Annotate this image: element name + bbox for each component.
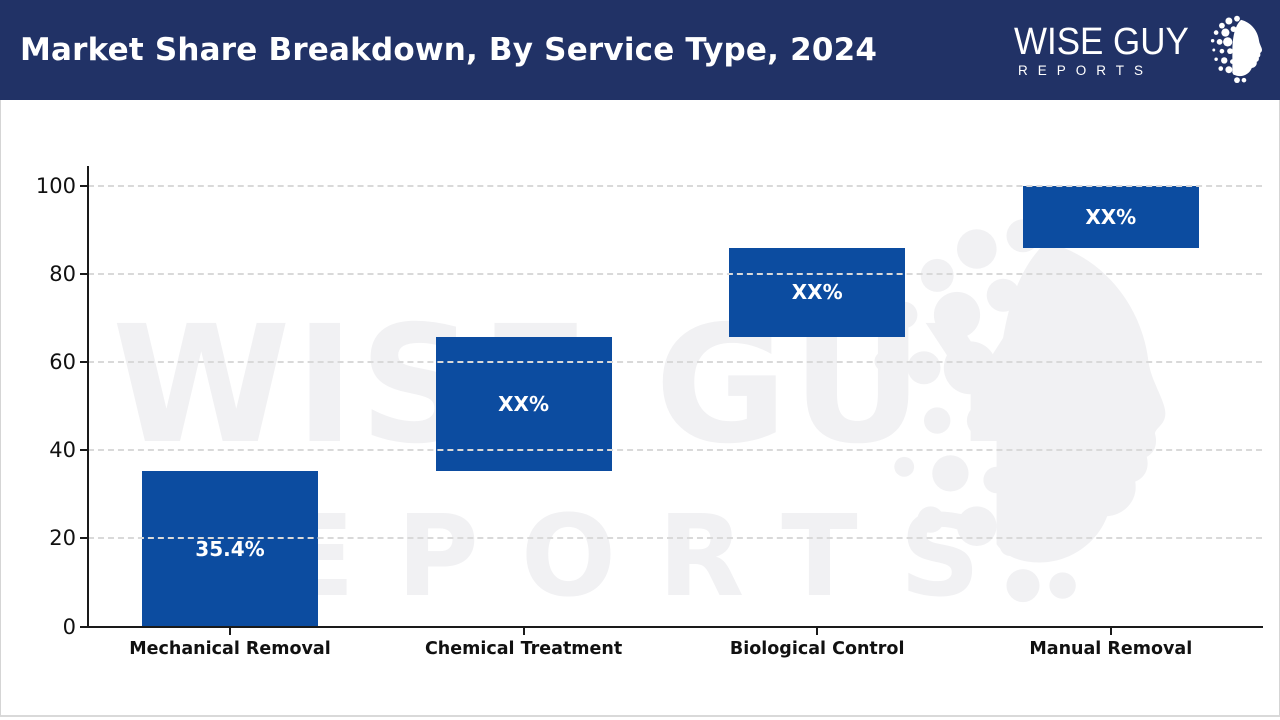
bar-Mechanical Removal bbox=[142, 470, 318, 627]
y-tick-mark-100 bbox=[80, 185, 88, 187]
logo-text-block: WISE GUY REPORTS bbox=[1014, 23, 1204, 78]
x-tick-mark-3 bbox=[1109, 628, 1112, 635]
bar-value-label-0: 35.4% bbox=[195, 536, 265, 561]
y-tick-label-100: 100 bbox=[35, 174, 76, 198]
bar-value-label-2: XX% bbox=[791, 280, 843, 305]
x-category-label-3: Manual Removal bbox=[1029, 639, 1193, 659]
bar-value-label-1: XX% bbox=[498, 391, 550, 416]
bar-Biological Control bbox=[729, 247, 906, 337]
grid-line-80 bbox=[88, 273, 1262, 276]
chart-title: Market Share Breakdown, By Service Type,… bbox=[20, 32, 878, 68]
x-tick-mark-2 bbox=[816, 628, 819, 635]
grid-line-20 bbox=[88, 537, 1262, 540]
grid-line-100 bbox=[88, 185, 1262, 187]
y-tick-mark-60 bbox=[80, 361, 88, 364]
y-tick-label-60: 60 bbox=[49, 350, 76, 375]
watermark-head-icon bbox=[874, 219, 1166, 603]
x-tick-mark-1 bbox=[522, 628, 525, 635]
bar-Manual Removal bbox=[1022, 186, 1199, 248]
x-axis-line bbox=[87, 626, 1263, 628]
y-tick-mark-0 bbox=[80, 625, 88, 628]
logo-wordmark: WISE GUY bbox=[1013, 20, 1189, 63]
bar-value-label-3: XX% bbox=[1085, 204, 1137, 229]
x-category-label-0: Mechanical Removal bbox=[129, 639, 331, 659]
wise-guy-logo: WISE GUY REPORTS bbox=[1014, 15, 1280, 85]
y-tick-mark-80 bbox=[80, 273, 88, 276]
y-tick-label-0: 0 bbox=[62, 614, 76, 639]
x-category-label-1: Chemical Treatment bbox=[424, 639, 623, 659]
y-tick-mark-20 bbox=[80, 537, 88, 540]
bar-Chemical Treatment bbox=[435, 336, 612, 471]
x-category-label-2: Biological Control bbox=[729, 639, 905, 659]
y-tick-label-40: 40 bbox=[49, 438, 76, 463]
x-tick-mark-0 bbox=[229, 628, 231, 635]
logo-head-icon bbox=[1210, 15, 1263, 84]
y-tick-label-20: 20 bbox=[49, 526, 76, 551]
y-axis-line bbox=[87, 166, 89, 628]
y-tick-label-80: 80 bbox=[49, 262, 76, 287]
y-tick-mark-40 bbox=[80, 449, 88, 452]
grid-line-40 bbox=[88, 449, 1262, 452]
logo-subtext: REPORTS bbox=[1017, 62, 1153, 78]
header-bar: Market Share Breakdown, By Service Type,… bbox=[0, 0, 1280, 100]
grid-line-60 bbox=[88, 361, 1262, 364]
